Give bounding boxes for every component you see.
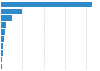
Bar bbox=[1, 57, 2, 62]
Bar bbox=[1, 2, 92, 7]
Bar bbox=[1, 15, 12, 21]
Bar bbox=[1, 29, 5, 35]
Bar bbox=[1, 22, 6, 28]
Bar bbox=[1, 43, 3, 49]
Bar bbox=[1, 36, 4, 42]
Bar bbox=[1, 64, 2, 69]
Bar bbox=[1, 50, 3, 56]
Bar bbox=[1, 9, 22, 14]
